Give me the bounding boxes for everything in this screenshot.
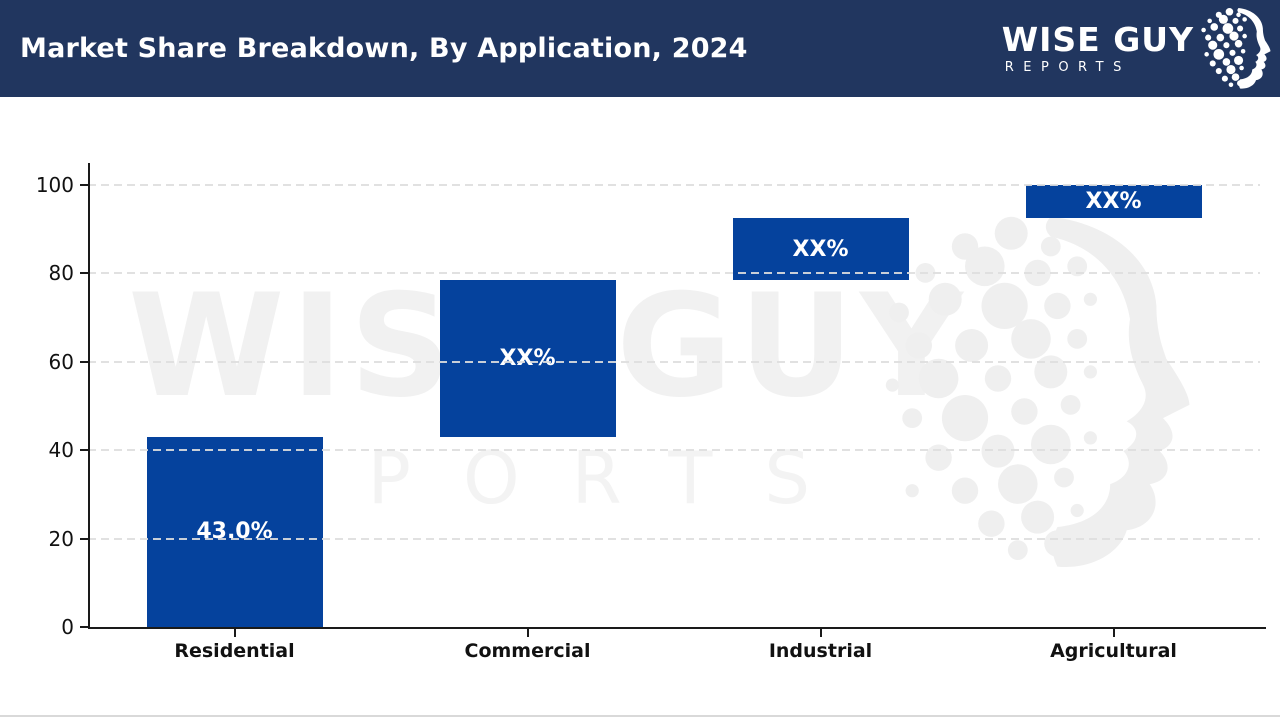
gridline-y40 [88,449,1260,452]
bar-value-label: XX% [1085,189,1142,215]
y-tick-mark [80,537,88,540]
logo-text: WISE GUY REPORTS [1001,20,1194,76]
category-label-industrial: Industrial [768,640,873,662]
bar-agricultural: XX% [1025,185,1202,219]
bar-commercial: XX% [439,280,616,437]
y-tick-label: 40 [48,438,74,463]
gridline-y20 [88,537,1260,540]
y-tick-mark [80,449,88,452]
bar-value-label: XX% [499,345,556,371]
y-tick-label: 60 [48,349,74,374]
footer-divider [0,715,1280,717]
bar-industrial: XX% [732,218,909,281]
y-tick-label: 0 [61,615,74,639]
page-title: Market Share Breakdown, By Application, … [20,33,748,64]
x-axis-spine [88,627,1266,629]
header-bar: Market Share Breakdown, By Application, … [0,0,1280,97]
y-tick-mark [80,360,88,363]
category-label-residential: Residential [174,640,295,662]
y-tick-mark [80,626,88,628]
y-axis-spine [88,163,90,629]
logo-head-icon [1201,7,1271,89]
y-tick-label: 80 [48,261,74,286]
gridline-y100 [88,184,1260,186]
bar-residential: 43.0% [146,436,323,627]
x-tick-mark [1112,629,1115,637]
gridline-y60 [88,360,1260,363]
category-label-agricultural: Agricultural [1050,640,1177,662]
category-label-commercial: Commercial [464,640,591,662]
y-tick-label: 100 [35,173,74,197]
x-tick-mark [526,629,529,637]
bar-value-label: XX% [792,236,849,262]
x-tick-mark [819,629,822,637]
logo-wiseguy-label: WISE GUY [1001,20,1194,59]
y-tick-mark [80,184,88,186]
wiseguy-logo: WISE GUY REPORTS [1002,6,1272,92]
gridline-y80 [88,272,1260,275]
y-tick-mark [80,272,88,275]
x-tick-mark [233,629,236,637]
logo-reports-label: REPORTS [1004,60,1131,75]
bar-value-label: 43.0% [196,519,273,545]
y-tick-label: 20 [48,526,74,551]
